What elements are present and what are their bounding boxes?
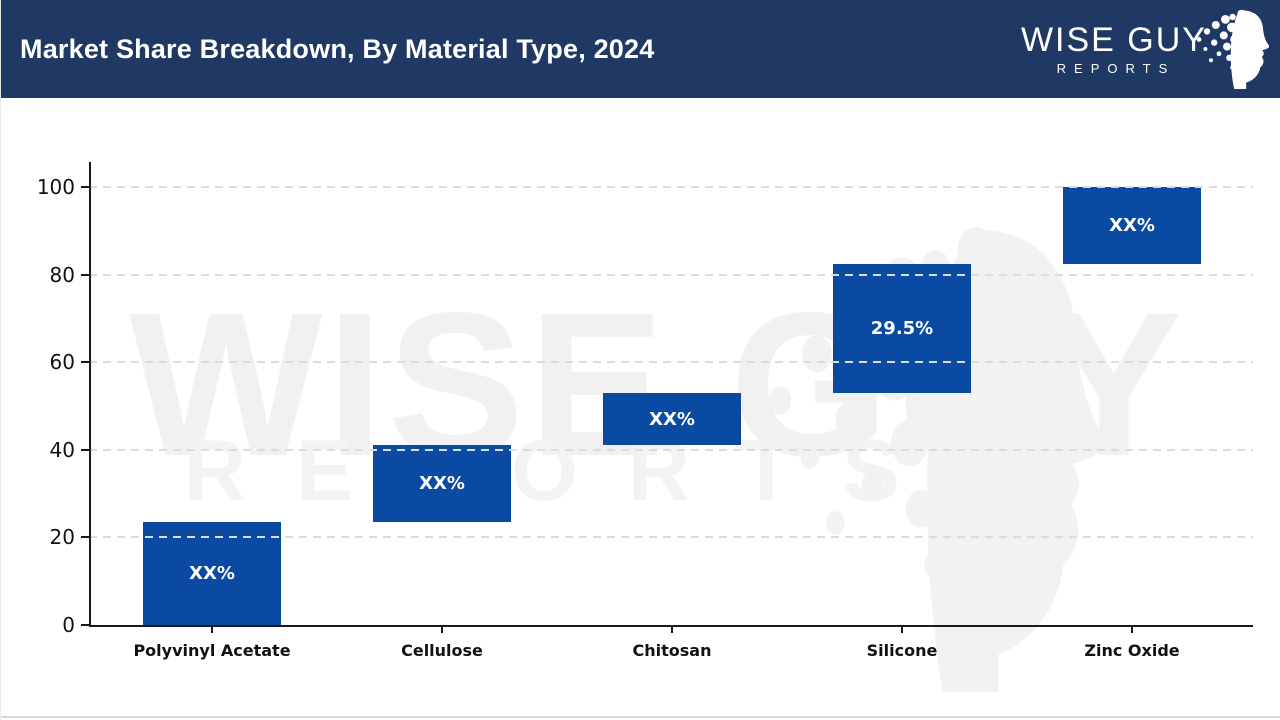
bar-polyvinyl-acetate: XX% xyxy=(143,522,281,625)
dotted-head-icon xyxy=(1196,9,1270,89)
bar-silicone: 29.5% xyxy=(833,263,971,393)
logo-subtext: REPORTS xyxy=(1056,61,1176,76)
bar-value-label: XX% xyxy=(649,408,695,430)
x-axis-label: Zinc Oxide xyxy=(1084,641,1180,660)
x-axis-label: Polyvinyl Acetate xyxy=(133,641,291,660)
x-axis-tick xyxy=(211,625,213,633)
x-axis-tick xyxy=(901,625,903,633)
y-axis-tick xyxy=(81,186,89,188)
bar-value-label: XX% xyxy=(189,563,235,585)
bar-zinc-oxide: XX% xyxy=(1063,187,1201,264)
x-axis-label: Cellulose xyxy=(401,641,483,660)
wise-guy-reports-logo: WISE GUY REPORTS xyxy=(1021,7,1271,91)
y-axis-line xyxy=(89,162,91,627)
logo-text: WISE GUY REPORTS xyxy=(1021,23,1207,75)
y-axis-tick xyxy=(81,448,89,451)
page-title: Market Share Breakdown, By Material Type… xyxy=(20,33,655,64)
y-axis-tick xyxy=(81,536,89,539)
gridline-100 xyxy=(89,186,1253,188)
x-axis-label: Silicone xyxy=(866,641,938,660)
y-axis-tick xyxy=(81,624,89,626)
x-axis-tick xyxy=(671,625,673,633)
x-axis-tick xyxy=(1131,625,1133,633)
gridline-60 xyxy=(89,361,1253,364)
bottom-divider xyxy=(1,716,1280,718)
bar-value-label: 29.5% xyxy=(870,317,934,339)
x-axis-line xyxy=(89,625,1253,627)
y-axis-label: 40 xyxy=(49,437,75,462)
y-axis-tick xyxy=(81,361,89,364)
x-axis-tick xyxy=(441,625,443,633)
y-axis-tick xyxy=(81,273,89,276)
gridline-20 xyxy=(89,536,1253,539)
y-axis-label: 80 xyxy=(49,262,75,287)
x-axis-label: Chitosan xyxy=(632,641,712,660)
gridline-80 xyxy=(89,273,1253,276)
y-axis-label: 100 xyxy=(36,175,75,199)
y-axis-label: 0 xyxy=(62,613,75,637)
logo-wordmark: WISE GUY xyxy=(1020,21,1207,59)
bar-value-label: XX% xyxy=(419,473,465,495)
y-axis-label: 60 xyxy=(49,350,75,375)
bar-chitosan: XX% xyxy=(603,392,741,446)
bar-cellulose: XX% xyxy=(373,445,511,523)
watermark-subtext: REPORTS xyxy=(184,423,950,519)
header-bar: Market Share Breakdown, By Material Type… xyxy=(1,0,1280,98)
y-axis-label: 20 xyxy=(49,525,75,550)
bar-value-label: XX% xyxy=(1109,214,1155,236)
gridline-40 xyxy=(89,448,1253,451)
